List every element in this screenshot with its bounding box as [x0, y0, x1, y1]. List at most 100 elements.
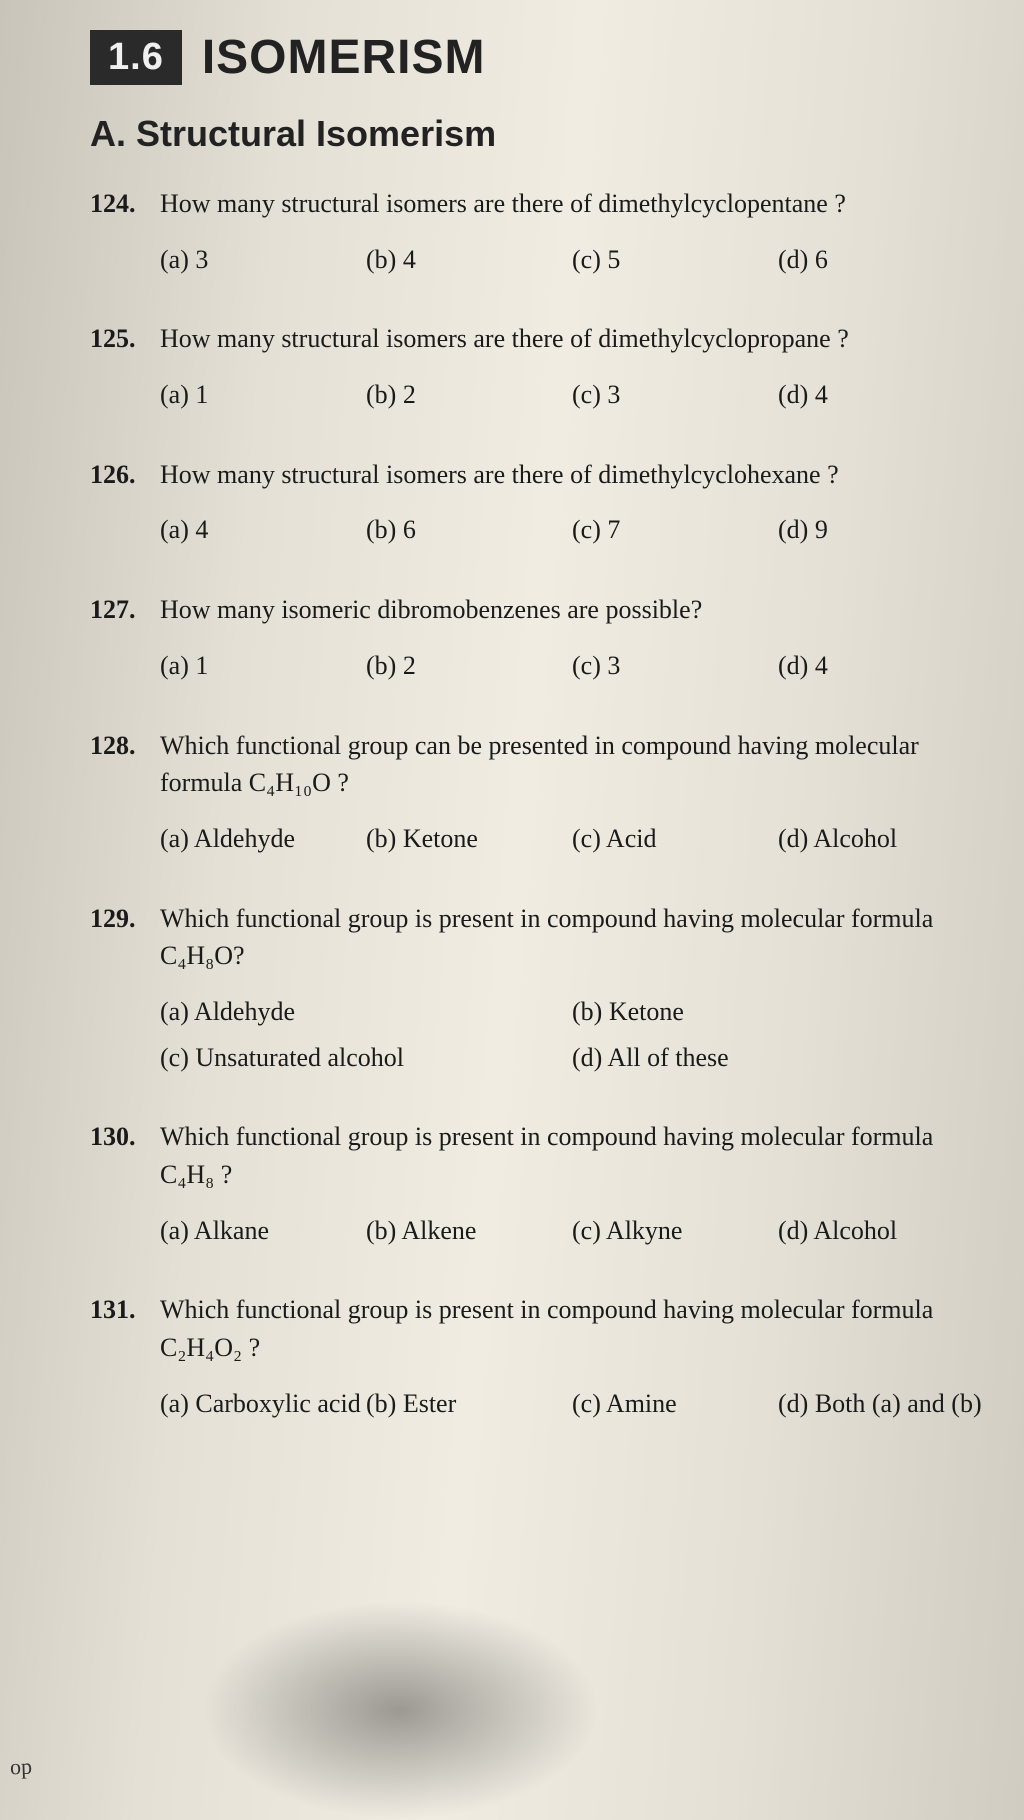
- option: (a) Alkane: [160, 1208, 366, 1254]
- option: (a) 1: [160, 643, 366, 689]
- option-label: (c): [572, 1216, 606, 1245]
- option: (b) Alkene: [366, 1208, 572, 1254]
- question-line: 129.Which functional group is present in…: [90, 900, 984, 975]
- option: (b) 2: [366, 372, 572, 418]
- question-text: Which functional group is present in com…: [160, 900, 984, 975]
- option-value: Alkene: [401, 1216, 476, 1245]
- option: (d) Alcohol: [778, 816, 984, 862]
- question-text: How many structural isomers are there of…: [160, 456, 984, 494]
- option-value: Alkane: [194, 1216, 269, 1245]
- option-label: (d): [778, 515, 815, 544]
- options-row: (a) 3(b) 4(c) 5(d) 6: [90, 237, 984, 283]
- option-value: 1: [195, 380, 208, 409]
- question-line: 125.How many structural isomers are ther…: [90, 320, 984, 358]
- option-value: All of these: [607, 1043, 728, 1072]
- option-label: (c): [160, 1043, 195, 1072]
- option-label: (a): [160, 1216, 194, 1245]
- question-number: 131.: [90, 1291, 160, 1329]
- option-label: (b): [366, 515, 403, 544]
- option-label: (b): [572, 997, 609, 1026]
- option-value: 5: [607, 245, 620, 274]
- option-value: Aldehyde: [194, 824, 295, 853]
- option-label: (b): [366, 651, 403, 680]
- question-line: 127.How many isomeric dibromobenzenes ar…: [90, 591, 984, 629]
- option-value: Amine: [606, 1389, 677, 1418]
- question-number: 127.: [90, 591, 160, 629]
- option: (a) Aldehyde: [160, 989, 572, 1035]
- question: 124.How many structural isomers are ther…: [90, 185, 984, 282]
- option-value: 6: [403, 515, 416, 544]
- question-number: 125.: [90, 320, 160, 358]
- margin-fragment: op: [10, 1754, 33, 1781]
- option: (c) 5: [572, 237, 778, 283]
- option-label: (d): [778, 380, 815, 409]
- questions-container: 124. How many structural isomers are ther…: [90, 185, 984, 1426]
- option-label: (b): [366, 245, 403, 274]
- option-value: 9: [815, 515, 828, 544]
- question: 129.Which functional group is present in…: [90, 900, 984, 1081]
- option-label: (a): [160, 1389, 195, 1418]
- option: (c) Unsaturated alcohol: [160, 1035, 572, 1081]
- option-label: (c): [572, 824, 606, 853]
- option-value: Carboxylic acid: [195, 1389, 360, 1418]
- option-value: Ketone: [403, 824, 478, 853]
- option-label: (a): [160, 824, 194, 853]
- options-row: (a) Alkane(b) Alkene(c) Alkyne(d) Alcoho…: [90, 1208, 984, 1254]
- option-value: 2: [403, 651, 416, 680]
- option: (b) Ketone: [572, 989, 984, 1035]
- options-row: (a) 1(b) 2 (c) 3(d) 4: [90, 643, 984, 689]
- option-label: (d): [778, 1216, 813, 1245]
- option-value: 2: [403, 380, 416, 409]
- option-label: (d): [572, 1043, 607, 1072]
- option: (a) 1: [160, 372, 366, 418]
- option: (b) Ketone: [366, 816, 572, 862]
- question: 131.Which functional group is present in…: [90, 1291, 984, 1426]
- options-row: (a) Aldehyde (b) Ketone(c) Acid(d) Alcoho…: [90, 816, 984, 862]
- question-number: 124.: [90, 185, 160, 223]
- question-text: How many isomeric dibromobenzenes are po…: [160, 591, 984, 629]
- option-label: (c): [572, 380, 607, 409]
- question-number: 130.: [90, 1118, 160, 1156]
- subsection-heading: A. Structural Isomerism: [90, 113, 984, 155]
- option-label: (c): [572, 1389, 606, 1418]
- option-label: (a): [160, 997, 194, 1026]
- option-label: (a): [160, 515, 195, 544]
- section-number-badge: 1.6: [90, 30, 182, 85]
- question-text: Which functional group is present in com…: [160, 1291, 984, 1366]
- option: (a) Carboxylic acid: [160, 1381, 366, 1427]
- option-label: (a): [160, 245, 195, 274]
- option: (a) 3: [160, 237, 366, 283]
- option-value: Alcohol: [813, 824, 897, 853]
- option: (c) 3: [572, 643, 778, 689]
- option-value: Ketone: [609, 997, 684, 1026]
- question-line: 131.Which functional group is present in…: [90, 1291, 984, 1366]
- question-text: How many structural isomers are there of…: [160, 320, 984, 358]
- question-text: Which functional group can be presented …: [160, 727, 984, 802]
- option-value: 1: [195, 651, 208, 680]
- question-line: 126.How many structural isomers are ther…: [90, 456, 984, 494]
- option-value: Both (a) and (b): [815, 1389, 982, 1418]
- option-value: Alcohol: [813, 1216, 897, 1245]
- option-value: Unsaturated alcohol: [195, 1043, 404, 1072]
- option: (c) 7: [572, 507, 778, 553]
- option: (c) Acid: [572, 816, 778, 862]
- option-value: Ester: [403, 1389, 456, 1418]
- option-label: (c): [572, 515, 607, 544]
- question: 128.Which functional group can be presen…: [90, 727, 984, 862]
- option: (d) Alcohol: [778, 1208, 984, 1254]
- options-row: (a) Aldehyde(b) Ketone(c) Unsaturated al…: [90, 989, 984, 1080]
- question-number: 129.: [90, 900, 160, 938]
- option: (b) Ester: [366, 1381, 572, 1427]
- option-label: (b): [366, 1216, 401, 1245]
- option-value: 4: [815, 651, 828, 680]
- option-value: 6: [815, 245, 828, 274]
- option: (c) 3: [572, 372, 778, 418]
- option-value: 3: [195, 245, 208, 274]
- option-label: (a): [160, 380, 195, 409]
- question-line: 128.Which functional group can be presen…: [90, 727, 984, 802]
- option: (b) 4: [366, 237, 572, 283]
- option-label: (b): [366, 380, 403, 409]
- option: (d) Both (a) and (b): [778, 1381, 984, 1427]
- option-label: (d): [778, 651, 815, 680]
- section-title: ISOMERISM: [202, 30, 486, 85]
